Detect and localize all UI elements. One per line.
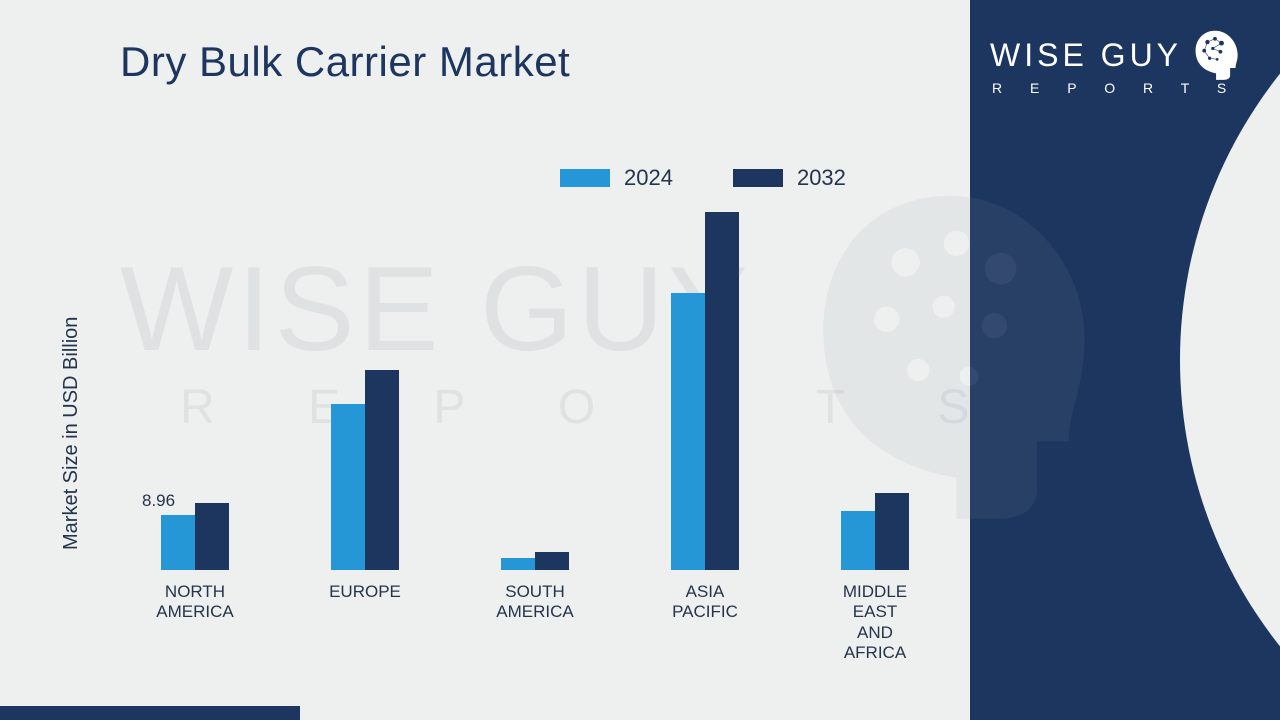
bar-2032-na xyxy=(195,503,229,570)
bar-group-na: NORTHAMERICA8.96 xyxy=(140,503,250,570)
legend-swatch-2032 xyxy=(733,169,783,187)
bar-group-sa: SOUTHAMERICA xyxy=(480,552,590,571)
legend-label-2024: 2024 xyxy=(624,165,673,191)
chart-plot-area: NORTHAMERICA8.96 EUROPE SOUTHAMERICA ASIAPA… xyxy=(100,200,930,570)
brand-subtext: R E P O R T S xyxy=(992,80,1250,96)
brand-name: WISE GUY xyxy=(990,37,1182,74)
bar-2032-mea xyxy=(875,493,909,570)
value-label-na: 8.96 xyxy=(142,491,175,511)
bar-2032-eu xyxy=(365,370,399,570)
bar-group-mea: MIDDLEEASTANDAFRICA xyxy=(820,493,930,570)
bottom-accent-bar xyxy=(0,706,300,720)
chart-stage: Dry Bulk Carrier Market WISE GUY xyxy=(0,0,1280,720)
y-axis-label: Market Size in USD Billion xyxy=(60,317,83,550)
bar-2024-eu xyxy=(331,404,365,571)
bar-2024-na xyxy=(161,515,195,570)
legend-item-2032: 2032 xyxy=(733,165,846,191)
brand-logo-text: WISE GUY xyxy=(990,28,1250,82)
legend-item-2024: 2024 xyxy=(560,165,673,191)
category-label-mea: MIDDLEEASTANDAFRICA xyxy=(805,582,945,664)
brand-head-icon xyxy=(1188,28,1242,82)
category-label-ap: ASIAPACIFIC xyxy=(635,582,775,623)
category-label-sa: SOUTHAMERICA xyxy=(465,582,605,623)
bar-2032-ap xyxy=(705,212,739,570)
category-label-eu: EUROPE xyxy=(295,582,435,602)
chart-legend: 2024 2032 xyxy=(560,165,846,191)
bar-2024-sa xyxy=(501,558,535,570)
bar-group-eu: EUROPE xyxy=(310,370,420,570)
panel-cutout-circle xyxy=(1180,0,1280,720)
category-label-na: NORTHAMERICA xyxy=(125,582,265,623)
bar-2024-mea xyxy=(841,511,875,570)
bar-2032-sa xyxy=(535,552,569,571)
legend-label-2032: 2032 xyxy=(797,165,846,191)
bar-group-ap: ASIAPACIFIC xyxy=(650,212,760,570)
brand-logo: WISE GUY xyxy=(990,28,1250,96)
legend-swatch-2024 xyxy=(560,169,610,187)
bar-2024-ap xyxy=(671,293,705,571)
chart-title: Dry Bulk Carrier Market xyxy=(120,38,570,86)
